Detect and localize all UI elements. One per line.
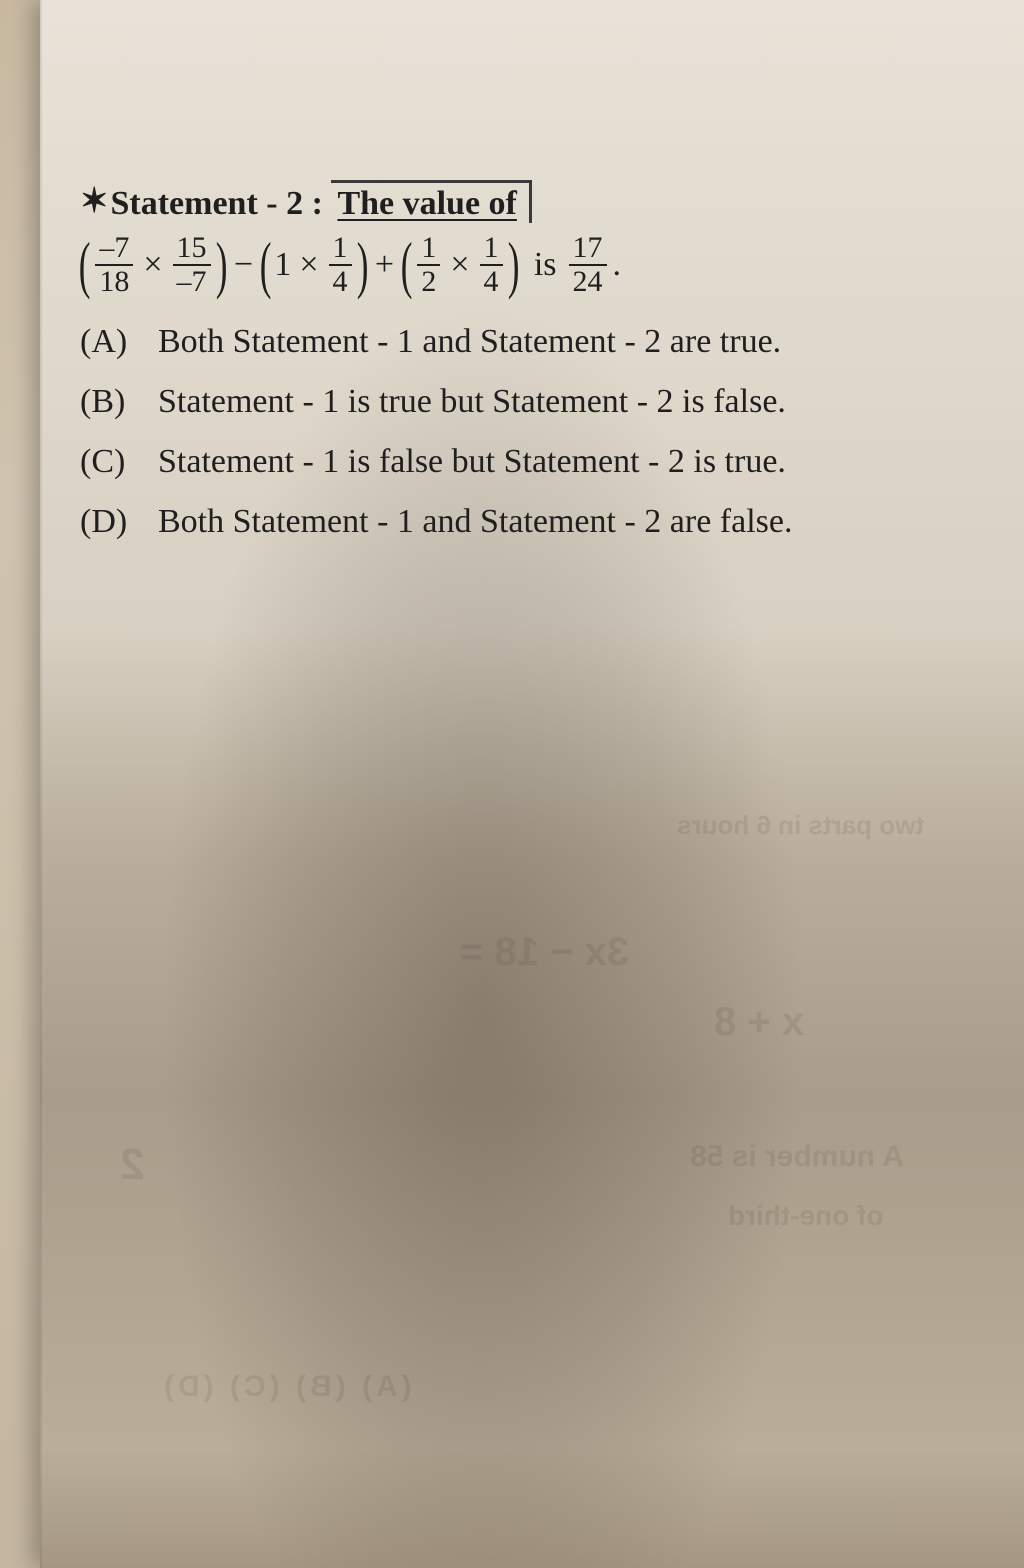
plus-op: + xyxy=(375,245,394,286)
result-fraction: 17 24 xyxy=(569,233,607,297)
ghost-3: A number is 58 xyxy=(690,1140,904,1174)
ghost-2: 3x − 18 = xyxy=(460,930,629,975)
statement-heading: ✶Statement - 2 : The value of xyxy=(80,180,964,223)
question-content: ✶Statement - 2 : The value of ( –7 18 × … xyxy=(80,180,964,545)
option-c[interactable]: (C) Statement - 1 is false but Statement… xyxy=(80,439,964,485)
fraction-3b: 1 4 xyxy=(480,233,503,297)
times-2: × xyxy=(299,245,318,286)
ghost-5: (A) (B) (C) (D) xyxy=(160,1370,412,1404)
left-paren-1: ( xyxy=(79,238,91,292)
paper-sheet: ✶Statement - 2 : The value of ( –7 18 × … xyxy=(40,0,1024,1568)
times-1: × xyxy=(143,245,162,286)
times-3: × xyxy=(450,245,469,286)
right-paren-3: ) xyxy=(507,238,519,292)
option-d[interactable]: (D) Both Statement - 1 and Statement - 2… xyxy=(80,499,964,545)
right-paren-1: ) xyxy=(215,238,227,292)
page-bleedthrough: two parts in 6 hours 3x − 18 = x + 8 A n… xyxy=(100,750,964,1508)
ghost-4: of one-third xyxy=(728,1200,884,1232)
right-paren-2: ) xyxy=(356,238,368,292)
minus-op: − xyxy=(234,245,253,286)
bottom-shadow xyxy=(40,1448,1024,1568)
option-a[interactable]: (A) Both Statement - 1 and Statement - 2… xyxy=(80,319,964,365)
option-a-text: Both Statement - 1 and Statement - 2 are… xyxy=(158,319,964,365)
option-c-letter: (C) xyxy=(80,439,158,485)
ghost-3b: 2 xyxy=(120,1140,144,1190)
options-block: (A) Both Statement - 1 and Statement - 2… xyxy=(80,319,964,545)
statement-number: Statement - 2 : xyxy=(111,185,323,222)
ghost-2b: x + 8 xyxy=(714,1000,804,1045)
left-paren-2: ( xyxy=(260,238,272,292)
option-c-text: Statement - 1 is false but Statement - 2… xyxy=(158,439,964,485)
intro-boxed-text: The value of xyxy=(331,180,531,223)
option-d-text: Both Statement - 1 and Statement - 2 are… xyxy=(158,499,964,545)
fraction-3a: 1 2 xyxy=(417,233,440,297)
whole-1: 1 xyxy=(274,245,291,286)
period: . xyxy=(613,245,622,286)
ghost-1: two parts in 6 hours xyxy=(677,810,924,841)
option-b-letter: (B) xyxy=(80,379,158,425)
fraction-1a: –7 18 xyxy=(95,233,133,297)
star-icon: ✶ xyxy=(80,181,109,221)
is-word: is xyxy=(534,245,557,286)
fraction-2: 1 4 xyxy=(329,233,352,297)
option-a-letter: (A) xyxy=(80,319,158,365)
fraction-1b: 15 –7 xyxy=(173,233,211,297)
option-d-letter: (D) xyxy=(80,499,158,545)
option-b[interactable]: (B) Statement - 1 is true but Statement … xyxy=(80,379,964,425)
option-b-text: Statement - 1 is true but Statement - 2 … xyxy=(158,379,964,425)
equation: ( –7 18 × 15 –7 ) − ( 1 × 1 4 xyxy=(80,233,964,297)
left-paren-3: ( xyxy=(401,238,413,292)
